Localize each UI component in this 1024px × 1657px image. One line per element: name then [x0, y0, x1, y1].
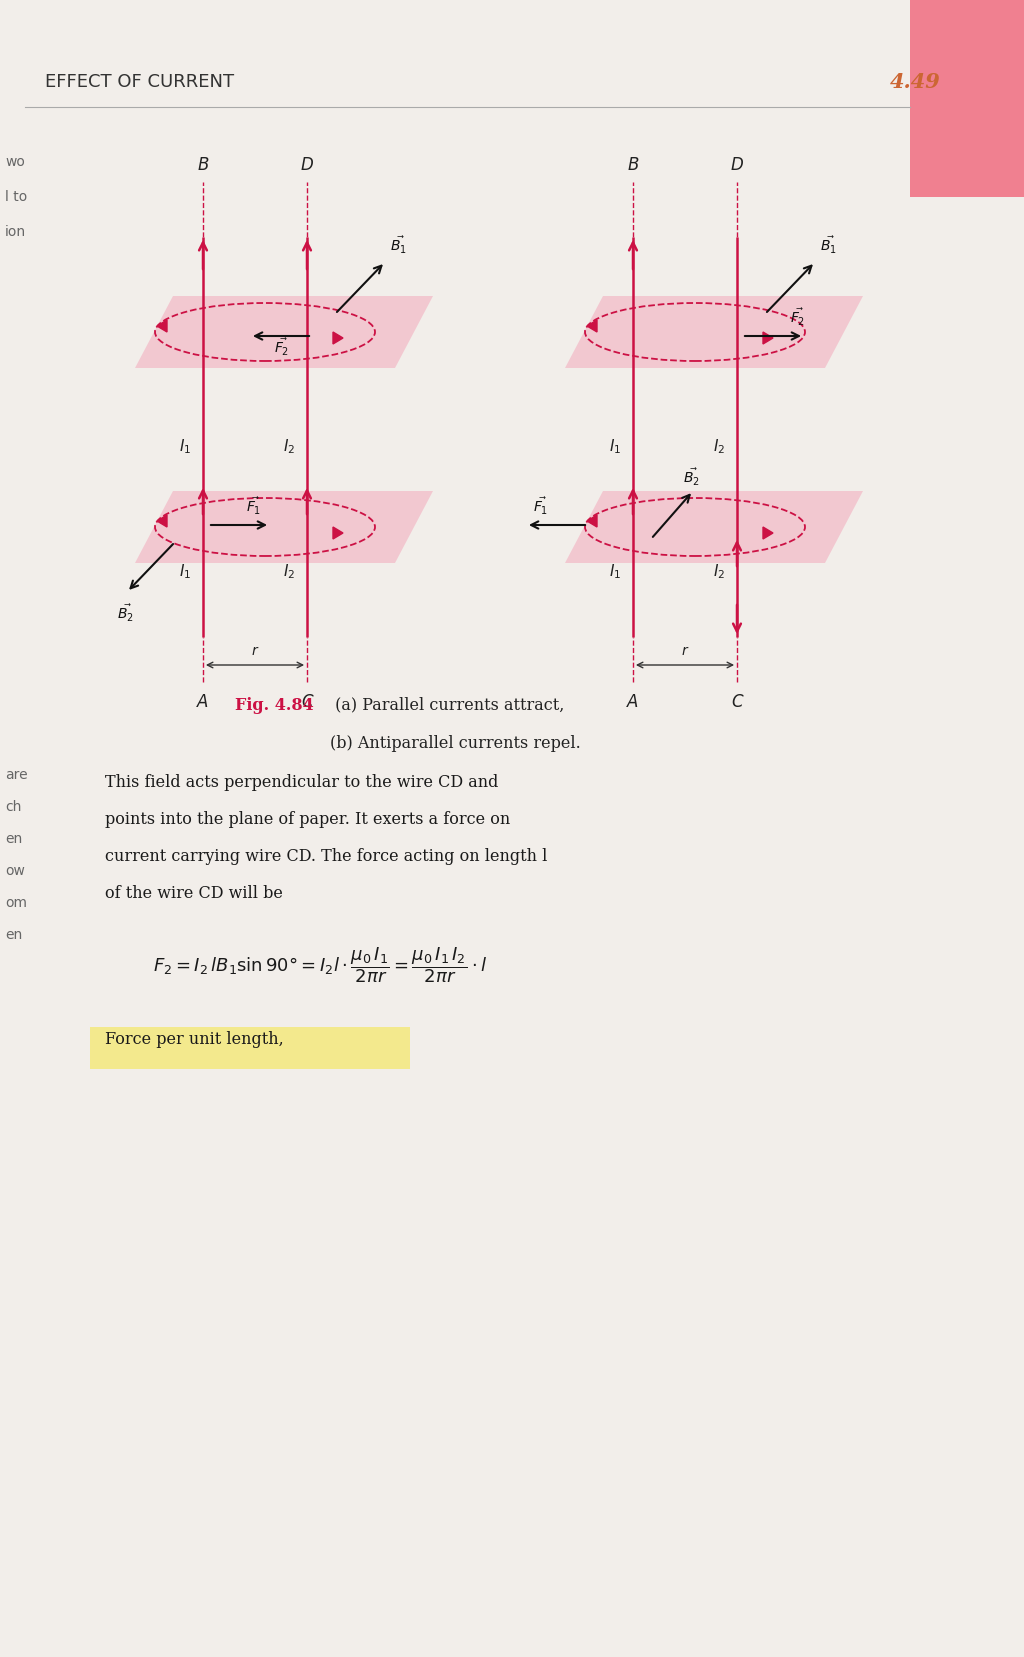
Text: Fig. 4.84: Fig. 4.84: [234, 696, 313, 714]
Text: (a) Parallel currents attract,: (a) Parallel currents attract,: [330, 696, 564, 714]
Polygon shape: [333, 527, 343, 539]
Text: $r$: $r$: [681, 645, 689, 658]
Polygon shape: [565, 490, 863, 563]
Text: C: C: [301, 693, 312, 711]
Text: $I_2$: $I_2$: [283, 437, 295, 456]
Polygon shape: [333, 331, 343, 345]
Text: B: B: [628, 156, 639, 174]
Polygon shape: [135, 490, 433, 563]
FancyBboxPatch shape: [910, 0, 1024, 197]
Text: $\vec{B_1}$: $\vec{B_1}$: [820, 235, 837, 257]
Text: B: B: [198, 156, 209, 174]
Text: $I_1$: $I_1$: [179, 437, 191, 456]
Text: $\vec{F_2}$: $\vec{F_2}$: [274, 338, 289, 358]
Text: D: D: [301, 156, 313, 174]
Text: $I_2$: $I_2$: [713, 437, 725, 456]
Text: (b) Antiparallel currents repel.: (b) Antiparallel currents repel.: [330, 734, 581, 752]
Polygon shape: [587, 320, 597, 331]
Text: wo: wo: [5, 156, 25, 169]
Text: ch: ch: [5, 800, 22, 814]
Text: $\vec{F_1}$: $\vec{F_1}$: [534, 497, 548, 517]
Text: $I_1$: $I_1$: [609, 437, 622, 456]
Text: $\vec{B_1}$: $\vec{B_1}$: [390, 235, 407, 257]
Text: en: en: [5, 928, 23, 941]
Polygon shape: [157, 515, 167, 527]
Text: om: om: [5, 896, 27, 910]
Text: A: A: [198, 693, 209, 711]
Polygon shape: [157, 320, 167, 331]
Text: are: are: [5, 767, 28, 782]
Text: ion: ion: [5, 225, 27, 239]
Text: C: C: [731, 693, 742, 711]
Text: $\vec{F_2}$: $\vec{F_2}$: [790, 307, 805, 328]
Text: $\vec{B_2}$: $\vec{B_2}$: [117, 603, 134, 625]
Text: $F_2 = I_2\,lB_1\sin 90°= I_2l\cdot\dfrac{\mu_0\,I_1}{2\pi r}=\dfrac{\mu_0\,I_1\: $F_2 = I_2\,lB_1\sin 90°= I_2l\cdot\dfra…: [153, 944, 487, 984]
Text: $\vec{F_1}$: $\vec{F_1}$: [246, 497, 261, 517]
Polygon shape: [135, 297, 433, 368]
Text: $I_2$: $I_2$: [713, 563, 725, 582]
Polygon shape: [587, 515, 597, 527]
Text: $I_1$: $I_1$: [179, 563, 191, 582]
Text: of the wire CD will be: of the wire CD will be: [105, 885, 283, 901]
Text: $\vec{B_2}$: $\vec{B_2}$: [683, 467, 699, 489]
Text: en: en: [5, 832, 23, 847]
Polygon shape: [763, 527, 773, 539]
Text: points into the plane of paper. It exerts a force on: points into the plane of paper. It exert…: [105, 810, 510, 827]
Text: $r$: $r$: [251, 645, 259, 658]
Text: $I_2$: $I_2$: [283, 563, 295, 582]
Text: This field acts perpendicular to the wire CD and: This field acts perpendicular to the wir…: [105, 774, 499, 790]
Text: A: A: [628, 693, 639, 711]
Polygon shape: [565, 297, 863, 368]
Text: D: D: [731, 156, 743, 174]
Text: Force per unit length,: Force per unit length,: [105, 1031, 284, 1047]
Text: EFFECT OF CURRENT: EFFECT OF CURRENT: [45, 73, 234, 91]
FancyBboxPatch shape: [90, 1027, 410, 1069]
Text: $I_1$: $I_1$: [609, 563, 622, 582]
Text: l to: l to: [5, 191, 28, 204]
Text: current carrying wire CD. The force acting on length l: current carrying wire CD. The force acti…: [105, 847, 548, 865]
Text: 4.49: 4.49: [890, 71, 941, 93]
Text: ow: ow: [5, 863, 25, 878]
Polygon shape: [763, 331, 773, 345]
